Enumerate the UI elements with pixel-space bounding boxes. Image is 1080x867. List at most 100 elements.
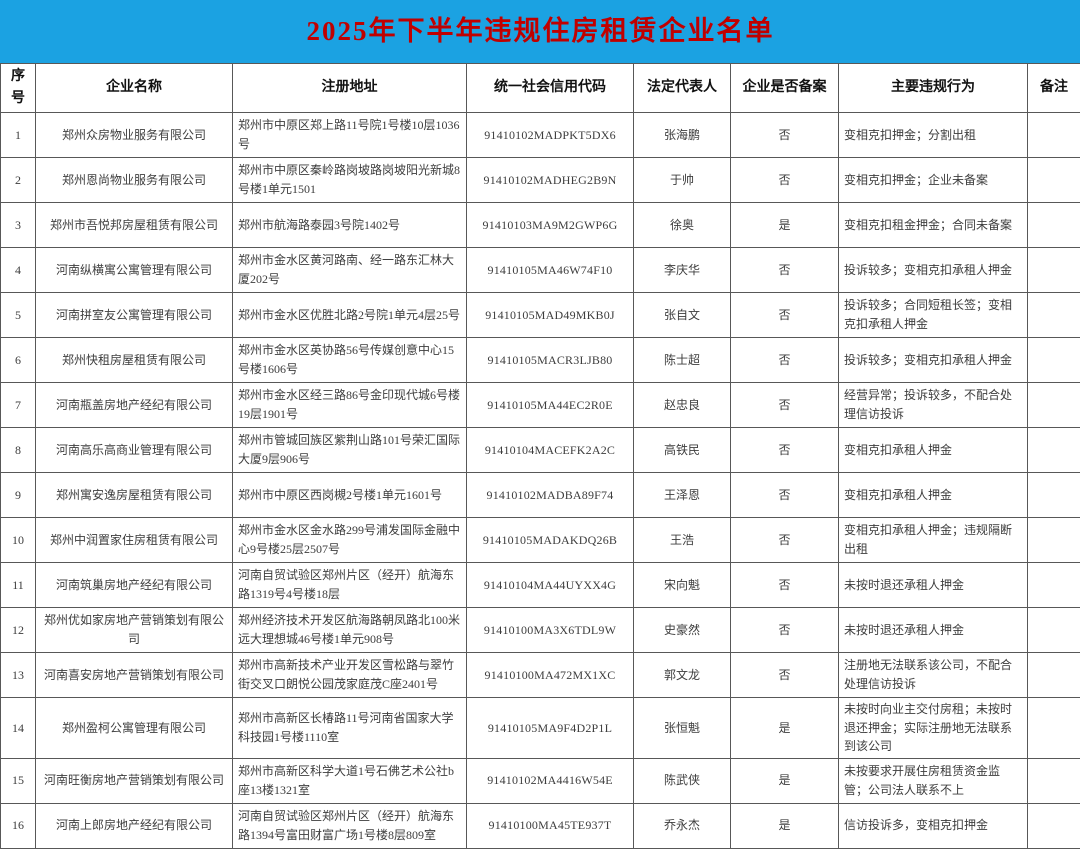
cell-credit-code: 91410105MA44EC2R0E [466, 382, 634, 428]
cell-address: 郑州市金水区黄河路南、经一路东汇林大厦202号 [232, 247, 467, 293]
cell-legal-rep: 王泽恩 [633, 472, 731, 518]
table-row: 15 河南旺衡房地产营销策划有限公司 郑州市高新区科学大道1号石佛艺术公社b座1… [0, 757, 1080, 804]
table-row: 5 河南拼室友公寓管理有限公司 郑州市金水区优胜北路2号院1单元4层25号 91… [0, 292, 1080, 338]
table-row: 16 河南上郎房地产经纪有限公司 河南自贸试验区郑州片区（经开）航海东路1394… [0, 802, 1080, 849]
cell-index: 10 [0, 517, 36, 563]
cell-remark [1027, 292, 1080, 338]
cell-legal-rep: 于帅 [633, 157, 731, 203]
cell-company-name: 河南拼室友公寓管理有限公司 [35, 292, 233, 338]
cell-legal-rep: 乔永杰 [633, 802, 731, 849]
cell-address: 郑州市金水区优胜北路2号院1单元4层25号 [232, 292, 467, 338]
cell-index: 3 [0, 202, 36, 248]
cell-credit-code: 91410102MADHEG2B9N [466, 157, 634, 203]
cell-credit-code: 91410105MAD49MKB0J [466, 292, 634, 338]
cell-remark [1027, 652, 1080, 698]
cell-credit-code: 91410100MA3X6TDL9W [466, 607, 634, 653]
cell-index: 4 [0, 247, 36, 293]
cell-violations: 未按时向业主交付房租；未按时退还押金；实际注册地无法联系到该公司 [838, 697, 1028, 759]
page-title: 2025年下半年违规住房租赁企业名单 [306, 16, 775, 47]
cell-violations: 投诉较多；变相克扣承租人押金 [838, 247, 1028, 293]
cell-registered: 否 [730, 337, 839, 383]
cell-registered: 否 [730, 562, 839, 608]
header-address: 注册地址 [232, 63, 467, 113]
cell-remark [1027, 112, 1080, 158]
cell-legal-rep: 史豪然 [633, 607, 731, 653]
cell-credit-code: 91410100MA45TE937T [466, 802, 634, 849]
cell-registered: 否 [730, 292, 839, 338]
cell-violations: 变相克扣押金；企业未备案 [838, 157, 1028, 203]
cell-credit-code: 91410105MA9F4D2P1L [466, 697, 634, 759]
cell-index: 11 [0, 562, 36, 608]
cell-index: 13 [0, 652, 36, 698]
cell-address: 郑州经济技术开发区航海路朝凤路北100米远大理想城46号楼1单元908号 [232, 607, 467, 653]
cell-index: 8 [0, 427, 36, 473]
cell-address: 河南自贸试验区郑州片区（经开）航海东路1319号4号楼18层 [232, 562, 467, 608]
table-row: 2 郑州恩尚物业服务有限公司 郑州市中原区秦岭路岗坡路岗坡阳光新城8号楼1单元1… [0, 157, 1080, 203]
cell-index: 1 [0, 112, 36, 158]
cell-remark [1027, 382, 1080, 428]
cell-company-name: 河南上郎房地产经纪有限公司 [35, 802, 233, 849]
cell-credit-code: 91410102MA4416W54E [466, 757, 634, 804]
cell-legal-rep: 赵忠良 [633, 382, 731, 428]
cell-registered: 否 [730, 517, 839, 563]
cell-registered: 否 [730, 652, 839, 698]
cell-violations: 未按要求开展住房租赁资金监管；公司法人联系不上 [838, 757, 1028, 804]
cell-address: 河南自贸试验区郑州片区（经开）航海东路1394号富田财富广场1号楼8层809室 [232, 802, 467, 849]
cell-index: 5 [0, 292, 36, 338]
cell-credit-code: 91410105MADAKDQ26B [466, 517, 634, 563]
cell-remark [1027, 697, 1080, 759]
cell-legal-rep: 张自文 [633, 292, 731, 338]
cell-company-name: 郑州优如家房地产营销策划有限公司 [35, 607, 233, 653]
cell-legal-rep: 王浩 [633, 517, 731, 563]
cell-company-name: 郑州快租房屋租赁有限公司 [35, 337, 233, 383]
cell-remark [1027, 562, 1080, 608]
cell-address: 郑州市管城回族区紫荆山路101号荣汇国际大厦9层906号 [232, 427, 467, 473]
cell-credit-code: 91410103MA9M2GWP6G [466, 202, 634, 248]
cell-registered: 是 [730, 802, 839, 849]
table-row: 3 郑州市吾悦邦房屋租赁有限公司 郑州市航海路泰园3号院1402号 914101… [0, 202, 1080, 248]
table-row: 12 郑州优如家房地产营销策划有限公司 郑州经济技术开发区航海路朝凤路北100米… [0, 607, 1080, 653]
table-row: 9 郑州寓安逸房屋租赁有限公司 郑州市中原区西岗槻2号楼1单元1601号 914… [0, 472, 1080, 518]
cell-index: 15 [0, 757, 36, 804]
cell-registered: 是 [730, 757, 839, 804]
header-remark: 备注 [1027, 63, 1080, 113]
cell-legal-rep: 李庆华 [633, 247, 731, 293]
cell-registered: 否 [730, 157, 839, 203]
cell-address: 郑州市高新区长椿路11号河南省国家大学科技园1号楼1110室 [232, 697, 467, 759]
cell-remark [1027, 517, 1080, 563]
cell-index: 6 [0, 337, 36, 383]
cell-registered: 否 [730, 607, 839, 653]
cell-company-name: 河南喜安房地产营销策划有限公司 [35, 652, 233, 698]
cell-remark [1027, 337, 1080, 383]
cell-credit-code: 91410100MA472MX1XC [466, 652, 634, 698]
cell-company-name: 河南筑巢房地产经纪有限公司 [35, 562, 233, 608]
cell-company-name: 河南纵横寓公寓管理有限公司 [35, 247, 233, 293]
cell-company-name: 郑州众房物业服务有限公司 [35, 112, 233, 158]
violation-company-table: 2025年下半年违规住房租赁企业名单 序号 企业名称 注册地址 统一社会信用代码… [0, 0, 1080, 849]
cell-address: 郑州市中原区西岗槻2号楼1单元1601号 [232, 472, 467, 518]
cell-violations: 变相克扣押金；分割出租 [838, 112, 1028, 158]
cell-company-name: 河南旺衡房地产营销策划有限公司 [35, 757, 233, 804]
cell-legal-rep: 陈士超 [633, 337, 731, 383]
cell-address: 郑州市中原区秦岭路岗坡路岗坡阳光新城8号楼1单元1501 [232, 157, 467, 203]
cell-violations: 经营异常；投诉较多，不配合处理信访投诉 [838, 382, 1028, 428]
cell-index: 9 [0, 472, 36, 518]
cell-address: 郑州市金水区英协路56号传媒创意中心15号楼1606号 [232, 337, 467, 383]
cell-company-name: 河南高乐高商业管理有限公司 [35, 427, 233, 473]
table-row: 10 郑州中润置家住房租赁有限公司 郑州市金水区金水路299号浦发国际金融中心9… [0, 517, 1080, 563]
table-row: 13 河南喜安房地产营销策划有限公司 郑州市高新技术产业开发区雪松路与翠竹街交叉… [0, 652, 1080, 698]
table-row: 4 河南纵横寓公寓管理有限公司 郑州市金水区黄河路南、经一路东汇林大厦202号 … [0, 247, 1080, 293]
table-row: 7 河南瓶盖房地产经纪有限公司 郑州市金水区经三路86号金印现代城6号楼19层1… [0, 382, 1080, 428]
cell-credit-code: 91410104MACEFK2A2C [466, 427, 634, 473]
cell-remark [1027, 472, 1080, 518]
header-legal-rep: 法定代表人 [633, 63, 731, 113]
cell-legal-rep: 宋向魁 [633, 562, 731, 608]
cell-registered: 否 [730, 247, 839, 293]
cell-violations: 变相克扣承租人押金 [838, 427, 1028, 473]
cell-remark [1027, 427, 1080, 473]
cell-violations: 注册地无法联系该公司，不配合处理信访投诉 [838, 652, 1028, 698]
cell-remark [1027, 247, 1080, 293]
cell-violations: 投诉较多；合同短租长签；变相克扣承租人押金 [838, 292, 1028, 338]
cell-remark [1027, 757, 1080, 804]
cell-address: 郑州市金水区经三路86号金印现代城6号楼19层1901号 [232, 382, 467, 428]
